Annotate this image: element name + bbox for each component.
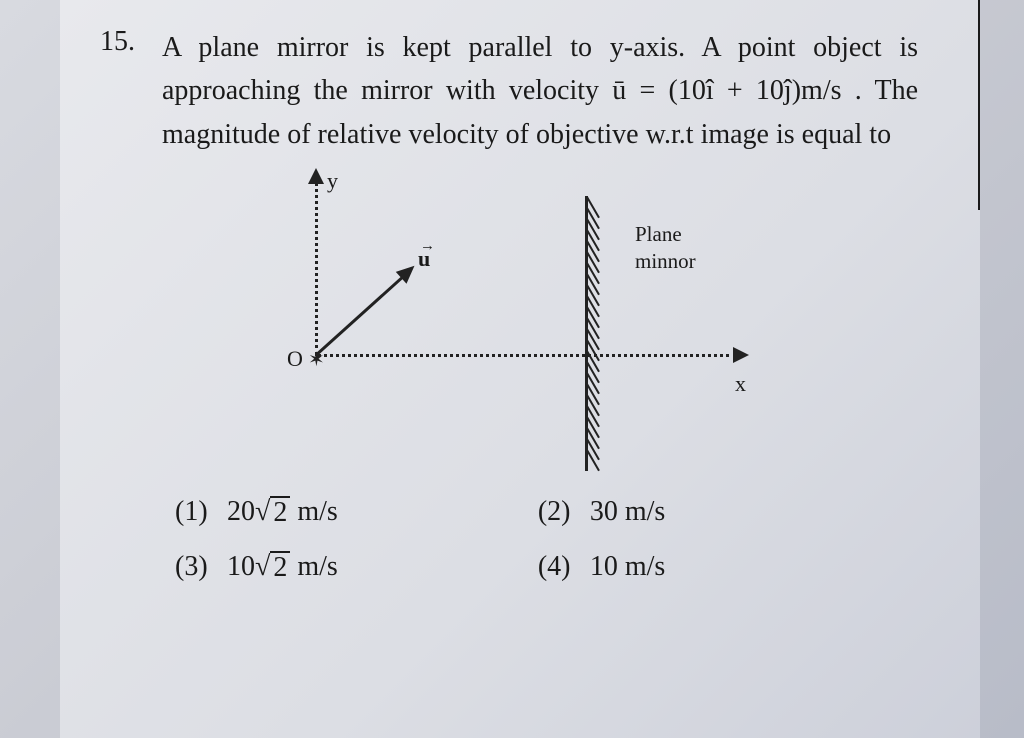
margin-line (978, 0, 980, 210)
option-1-number: (1) (175, 496, 217, 528)
sqrt-icon: √2 (255, 551, 290, 584)
x-axis (317, 354, 737, 357)
option-4: (4) 10 m/s (538, 551, 665, 584)
option-1: (1) 20√2 m/s (175, 496, 338, 529)
velocity-vector-icon (315, 267, 412, 354)
y-axis-arrow-icon (308, 168, 324, 184)
diagram: y x O ✶ → u Plane minnor (215, 166, 815, 476)
option-3-number: (3) (175, 551, 217, 583)
origin-label: O (287, 346, 303, 372)
vector-label: u (418, 246, 430, 272)
option-2-value: 30 m/s (590, 496, 665, 528)
mirror-label-1: Plane (635, 222, 682, 246)
question-number: 15. (100, 26, 140, 156)
mirror-label-2: minnor (635, 249, 696, 273)
question-text: A plane mirror is kept parallel to y-axi… (162, 26, 930, 156)
option-4-number: (4) (538, 551, 580, 583)
x-axis-label: x (735, 371, 746, 397)
mirror-label: Plane minnor (635, 221, 696, 276)
opt1-unit: m/s (290, 496, 337, 527)
y-axis (315, 176, 318, 356)
question-block: 15. A plane mirror is kept parallel to y… (100, 26, 930, 156)
x-axis-arrow-icon (733, 347, 749, 363)
option-1-value: 20√2 m/s (227, 496, 338, 529)
opt3-unit: m/s (290, 551, 337, 582)
option-3: (3) 10√2 m/s (175, 551, 338, 584)
q-line-4: velocity of objective w.r.t image is equ… (408, 119, 891, 150)
q-formula: ū = (10î + 10ĵ)m/s . (612, 75, 861, 106)
opt1-radical: 2 (270, 496, 290, 529)
sqrt-icon: √2 (255, 496, 290, 529)
opt3-coeff: 10 (227, 551, 255, 582)
question-page: 15. A plane mirror is kept parallel to y… (60, 0, 980, 738)
opt1-coeff: 20 (227, 496, 255, 527)
y-axis-label: y (327, 168, 338, 194)
option-2: (2) 30 m/s (538, 496, 665, 529)
option-2-number: (2) (538, 496, 580, 528)
option-4-value: 10 m/s (590, 551, 665, 583)
answer-options: (1) 20√2 m/s (2) 30 m/s (3) 10√2 m/s (4)… (175, 496, 930, 584)
q-line-1: A plane mirror is kept parallel to y-axi… (162, 32, 795, 63)
option-3-value: 10√2 m/s (227, 551, 338, 584)
mirror-icon (585, 196, 611, 471)
option-row-2: (3) 10√2 m/s (4) 10 m/s (175, 551, 930, 584)
opt3-radical: 2 (270, 551, 290, 584)
option-row-1: (1) 20√2 m/s (2) 30 m/s (175, 496, 930, 529)
